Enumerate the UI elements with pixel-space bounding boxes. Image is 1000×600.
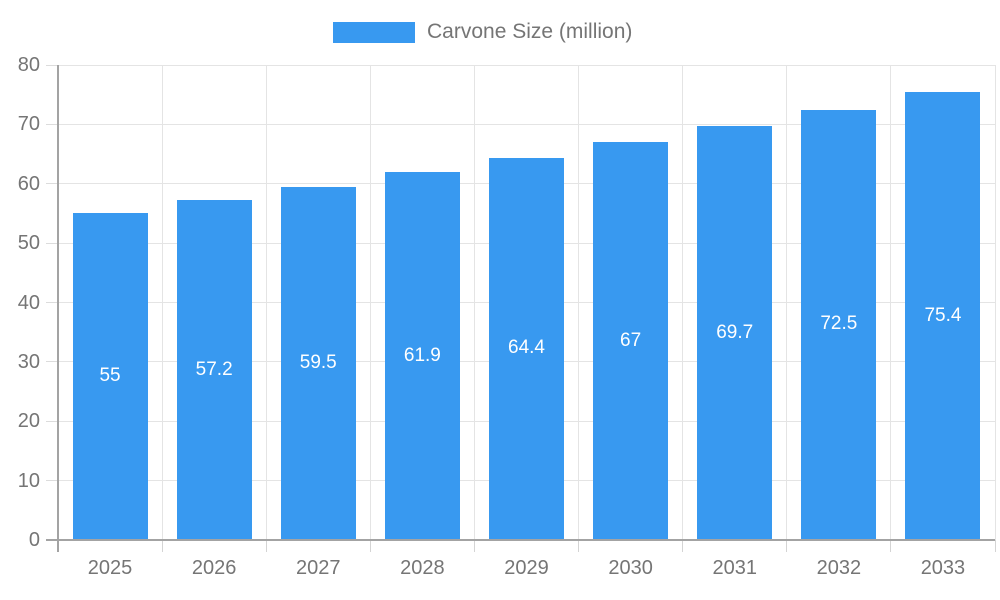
bar[interactable]: 61.9 [384,172,460,539]
x-axis-tick [265,540,267,552]
x-axis-tick [369,540,371,552]
x-gridline [682,65,684,540]
x-axis-tick [161,540,163,552]
x-gridline [994,65,996,540]
x-axis-tick [994,540,996,552]
legend[interactable]: Carvone Size (million) [333,20,632,44]
x-tick-label: 2025 [87,557,133,579]
x-tick-label: 2028 [400,557,445,579]
x-axis-tick [786,540,788,552]
y-tick-label: 10 [17,469,40,492]
y-tick-label: 40 [17,291,40,314]
y-tick-label: 30 [17,350,40,373]
legend-swatch [333,21,415,43]
y-tick-label: 80 [17,54,40,76]
y-tick-label: 70 [17,113,40,136]
bar-value-label: 69.7 [716,321,754,343]
y-axis-tick [46,64,58,66]
x-axis-line [46,539,995,541]
bar[interactable]: 57.2 [176,200,252,539]
x-tick-label: 2032 [816,557,862,579]
bar[interactable]: 64.4 [489,157,564,539]
x-axis-tick [578,540,580,552]
y-gridline [58,123,995,125]
bar-value-label: 72.5 [820,313,858,335]
x-gridline [578,65,580,540]
bar-value-label: 61.9 [403,344,441,366]
x-gridline [890,65,892,540]
x-gridline [369,65,371,540]
bar-value-label: 67 [620,329,642,351]
bar-value-label: 57.2 [195,358,233,380]
y-axis-tick [46,420,58,422]
x-tick-label: 2029 [504,557,549,579]
x-axis-tick [890,540,892,552]
bar-value-label: 64.4 [508,337,545,359]
y-gridline [58,64,995,66]
bar[interactable]: 67 [593,142,669,539]
y-tick-label: 0 [28,529,40,551]
bar[interactable]: 72.5 [801,109,877,539]
bar[interactable]: 75.4 [905,92,981,539]
bar-value-label: 75.4 [924,304,962,326]
y-axis-tick [46,302,58,303]
bar[interactable]: 55 [72,213,148,539]
y-axis-tick [46,183,58,185]
x-gridline [786,65,788,540]
y-tick-label: 50 [17,232,40,255]
x-tick-label: 2033 [920,557,966,579]
y-tick-label: 60 [17,172,40,195]
x-tick-label: 2026 [191,557,237,579]
bar-value-label: 59.5 [299,351,337,373]
x-tick-label: 2030 [608,557,653,579]
legend-label: Carvone Size (million) [427,20,633,43]
x-tick-label: 2027 [296,557,341,579]
y-axis-line [57,65,59,552]
x-axis-tick [682,540,684,552]
x-gridline [473,65,475,540]
y-axis-tick [46,480,58,482]
bar-value-label: 55 [99,365,121,387]
y-tick-label: 20 [17,410,40,433]
bar[interactable]: 59.5 [280,186,356,539]
y-axis-tick [46,361,58,363]
x-gridline [265,65,267,540]
x-axis-tick [473,540,475,552]
bar[interactable]: 69.7 [697,126,773,539]
x-gridline [161,65,163,540]
y-axis-tick [46,242,58,244]
x-tick-label: 2031 [712,557,757,579]
y-axis-tick [46,123,58,125]
